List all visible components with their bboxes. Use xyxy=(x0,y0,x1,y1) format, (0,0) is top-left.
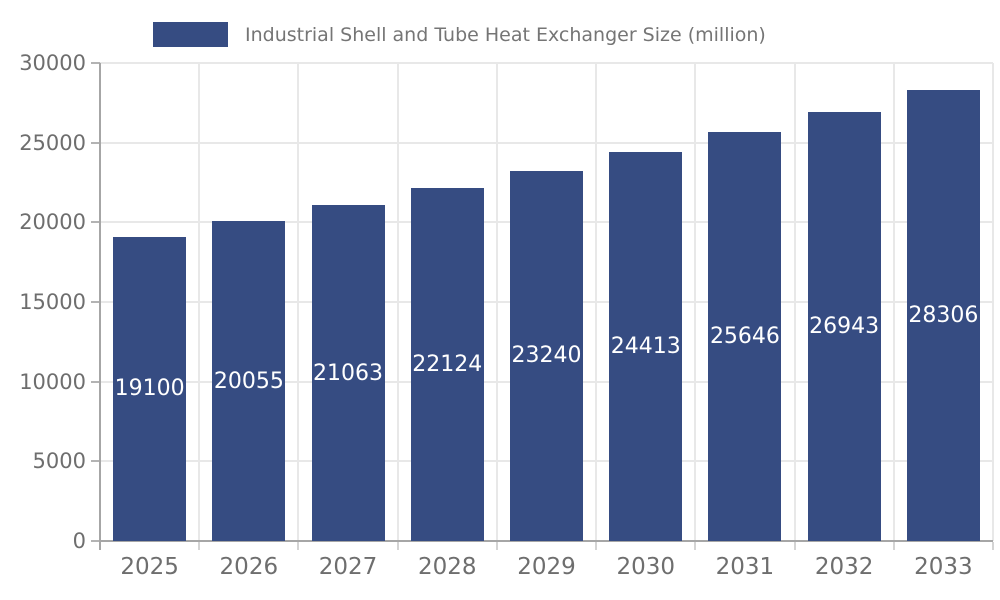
x-tick-label: 2031 xyxy=(715,554,775,580)
x-tick-label: 2028 xyxy=(417,554,477,580)
x-axis-tick xyxy=(694,542,697,550)
bar-value-label: 21063 xyxy=(313,360,384,386)
bar-value-label: 24413 xyxy=(610,334,681,359)
bar-value-label: 25646 xyxy=(709,324,780,350)
y-axis-tick xyxy=(91,221,100,224)
x-tick-label: 2025 xyxy=(120,554,179,580)
y-axis-tick xyxy=(91,141,100,144)
gridline-vertical xyxy=(793,63,796,541)
y-tick-label: 5000 xyxy=(32,449,86,474)
x-tick-label: 2033 xyxy=(914,554,973,580)
gridline-vertical xyxy=(892,63,895,541)
gridline-vertical xyxy=(694,63,697,541)
bar-value-label: 19100 xyxy=(114,376,185,402)
bar-2029[interactable]: 23240 xyxy=(510,170,583,541)
y-tick-label: 20000 xyxy=(19,210,86,235)
bar-2026[interactable]: 20055 xyxy=(212,221,286,541)
bar-value-label: 28306 xyxy=(908,302,979,328)
bar-value-label: 22124 xyxy=(412,352,483,378)
y-axis-tick xyxy=(91,460,100,463)
legend-label: Industrial Shell and Tube Heat Exchanger… xyxy=(245,23,766,46)
bar-2025[interactable]: 19100 xyxy=(113,236,187,541)
y-tick-label: 10000 xyxy=(19,369,86,394)
gridline-horizontal xyxy=(100,141,993,144)
y-tick-label: 15000 xyxy=(19,290,86,314)
x-axis-tick xyxy=(595,542,598,550)
x-tick-label: 2030 xyxy=(616,554,675,580)
x-axis-tick xyxy=(793,542,796,550)
y-axis-tick xyxy=(91,301,100,303)
bar-value-label: 26943 xyxy=(809,313,880,339)
x-tick-label: 2032 xyxy=(814,554,874,580)
x-axis-tick xyxy=(892,542,895,550)
bar-2031[interactable]: 25646 xyxy=(708,132,782,541)
x-axis-tick xyxy=(198,542,201,550)
bar-value-label: 20055 xyxy=(213,368,284,394)
bar-2032[interactable]: 26943 xyxy=(807,111,881,541)
x-axis-tick xyxy=(495,542,498,550)
x-axis-tick xyxy=(297,542,300,550)
y-tick-label: 0 xyxy=(72,529,86,553)
y-axis-tick xyxy=(91,540,100,542)
y-axis-tick xyxy=(91,380,100,383)
gridline-vertical xyxy=(595,63,598,541)
gridline-vertical xyxy=(992,63,994,541)
x-axis-line xyxy=(100,540,993,542)
x-axis-tick xyxy=(992,542,994,550)
y-tick-label: 25000 xyxy=(19,130,86,155)
gridline-vertical xyxy=(198,63,201,541)
gridline-vertical xyxy=(297,63,300,541)
y-axis-line xyxy=(99,63,101,550)
x-tick-label: 2027 xyxy=(318,554,378,580)
legend-item[interactable]: Industrial Shell and Tube Heat Exchanger… xyxy=(153,22,766,47)
x-tick-label: 2026 xyxy=(219,554,279,580)
x-tick-label: 2029 xyxy=(517,554,576,580)
legend-swatch-icon xyxy=(153,22,228,47)
x-axis-tick xyxy=(396,542,399,550)
bar-2030[interactable]: 24413 xyxy=(609,152,683,541)
y-tick-label: 30000 xyxy=(19,51,86,75)
gridline-vertical xyxy=(396,63,399,541)
bar-2028[interactable]: 22124 xyxy=(410,188,484,541)
gridline-vertical xyxy=(495,63,498,541)
y-axis-tick xyxy=(91,62,100,64)
bar-value-label: 23240 xyxy=(511,343,582,369)
bar-2033[interactable]: 28306 xyxy=(906,89,980,541)
gridline-horizontal xyxy=(100,62,993,64)
bar-2027[interactable]: 21063 xyxy=(311,205,385,541)
